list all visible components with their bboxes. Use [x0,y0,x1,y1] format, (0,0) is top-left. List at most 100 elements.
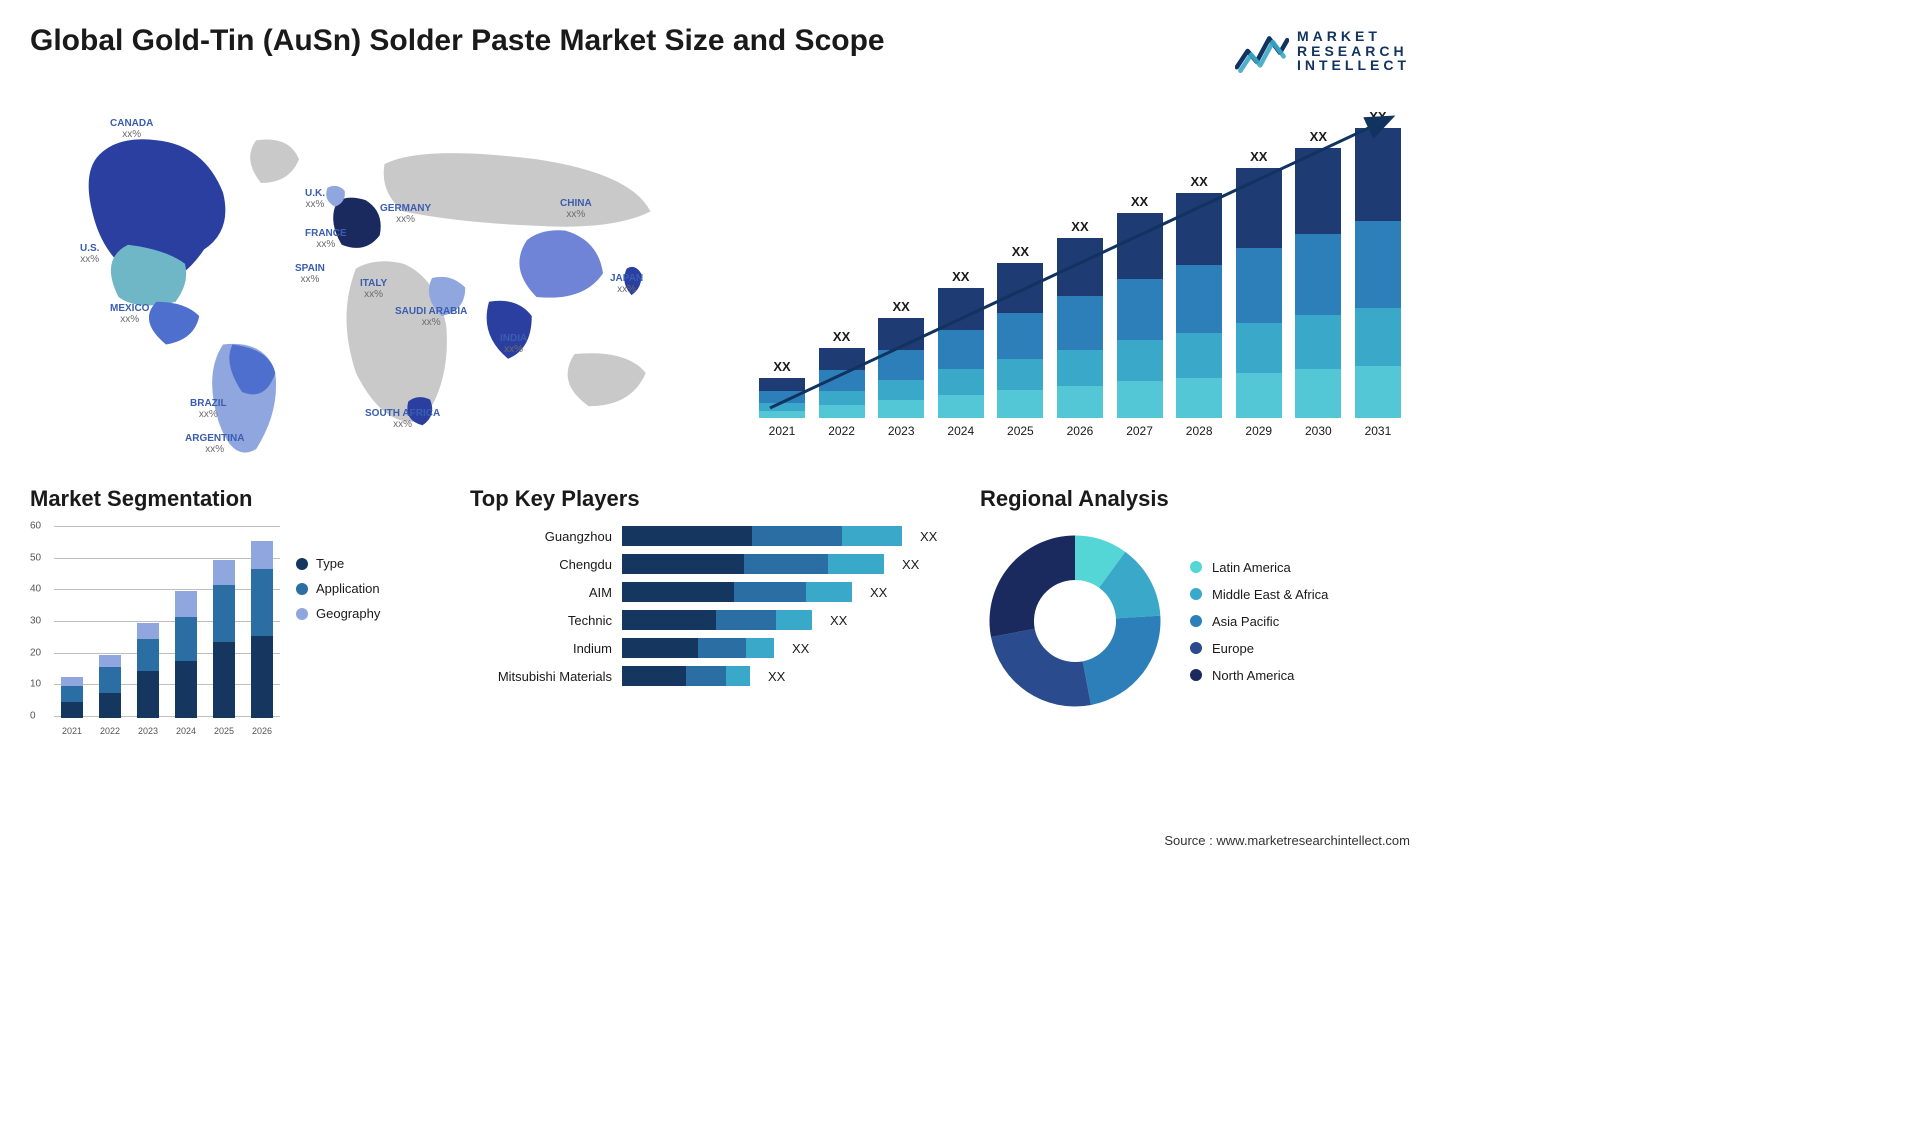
year-bar-x-label: 2021 [756,424,808,438]
year-bar-x-label: 2024 [935,424,987,438]
seg-x-label: 2022 [96,726,124,736]
segmentation-title: Market Segmentation [30,486,440,512]
year-bar: XX [816,329,868,418]
player-value: XX [768,669,785,684]
legend-label: Asia Pacific [1212,614,1279,629]
player-bar-segment [744,554,828,574]
seg-bar-segment [61,702,83,718]
player-bar-segment [622,666,686,686]
year-bar-x-label: 2030 [1292,424,1344,438]
year-bar-segment [1355,221,1401,308]
year-bar-value: XX [773,359,790,374]
regional-title: Regional Analysis [980,486,1410,512]
seg-bar [134,623,162,718]
year-bar-segment [1117,381,1163,418]
year-bar-x-label: 2027 [1114,424,1166,438]
player-bar-segment [622,638,698,658]
seg-bar-segment [61,686,83,702]
seg-bar-segment [137,671,159,719]
player-bar-segment [734,582,806,602]
legend-dot-icon [296,608,308,620]
seg-bar-segment [137,639,159,671]
player-bar [622,554,884,574]
year-bar-value: XX [952,269,969,284]
year-bar-segment [997,313,1043,360]
year-bar-segment [819,391,865,405]
player-bar-segment [622,610,716,630]
year-bar: XX [1233,149,1285,418]
legend-dot-icon [1190,588,1202,600]
player-value: XX [830,613,847,628]
year-bar-segment [1176,265,1222,333]
seg-y-label: 10 [30,679,41,690]
seg-bar [210,560,238,718]
seg-bar-segment [175,661,197,718]
map-label: SOUTH AFRICAxx% [365,408,440,430]
segmentation-legend: TypeApplicationGeography [296,526,380,736]
year-bar: XX [1292,129,1344,418]
donut-slice [990,536,1076,638]
year-bar-segment [819,405,865,418]
year-bar-value: XX [1190,174,1207,189]
year-bar: XX [875,299,927,418]
year-bar: XX [1114,194,1166,418]
player-bar-segment [806,582,852,602]
year-bar-segment [1236,248,1282,323]
seg-bar-segment [175,591,197,616]
regional-legend-item: Latin America [1190,560,1328,575]
year-bar-x-label: 2025 [994,424,1046,438]
legend-dot-icon [1190,561,1202,573]
year-bar-value: XX [1071,219,1088,234]
legend-dot-icon [296,558,308,570]
year-bar-x-label: 2022 [816,424,868,438]
legend-label: North America [1212,668,1294,683]
year-bar-segment [1176,333,1222,378]
seg-y-label: 60 [30,521,41,532]
player-bar-segment [716,610,776,630]
player-value: XX [920,529,937,544]
map-label: ARGENTINAxx% [185,433,244,455]
player-value: XX [870,585,887,600]
year-bar-segment [997,263,1043,313]
seg-bar-segment [251,541,273,570]
players-title: Top Key Players [470,486,950,512]
seg-bar-segment [213,560,235,585]
legend-label: Latin America [1212,560,1291,575]
source-text: Source : www.marketresearchintellect.com [1164,833,1410,848]
player-bar [622,666,750,686]
seg-bar-segment [99,667,121,692]
map-label: JAPANxx% [610,273,643,295]
year-bar-segment [1176,378,1222,419]
logo-text-2: RESEARCH [1297,44,1410,59]
map-label: GERMANYxx% [380,203,431,225]
seg-legend-item: Application [296,581,380,596]
seg-y-label: 0 [30,711,36,722]
year-bar-segment [759,391,805,403]
player-name: AIM [470,585,612,600]
seg-bar-segment [251,569,273,636]
year-bar-segment [1355,308,1401,366]
seg-bar-segment [61,677,83,687]
year-bar-segment [1236,373,1282,418]
donut-slice [1083,616,1161,705]
year-bar-segment [938,288,984,330]
seg-x-label: 2026 [248,726,276,736]
player-bar-segment [842,526,902,546]
seg-bar-segment [251,636,273,718]
page-title: Global Gold-Tin (AuSn) Solder Paste Mark… [30,24,885,58]
seg-x-label: 2024 [172,726,200,736]
year-bar-segment [997,390,1043,418]
year-bar-segment [997,359,1043,390]
year-bar: XX [1054,219,1106,418]
year-bar-segment [1295,369,1341,418]
player-row: GuangzhouXX [470,526,950,546]
legend-dot-icon [296,583,308,595]
seg-bar [248,541,276,718]
seg-bar-segment [213,585,235,642]
player-bar-segment [686,666,726,686]
seg-bar-segment [99,655,121,668]
map-label: FRANCExx% [305,228,347,250]
year-bar-x-label: 2023 [875,424,927,438]
year-bar-segment [819,348,865,370]
year-bar: XX [994,244,1046,418]
